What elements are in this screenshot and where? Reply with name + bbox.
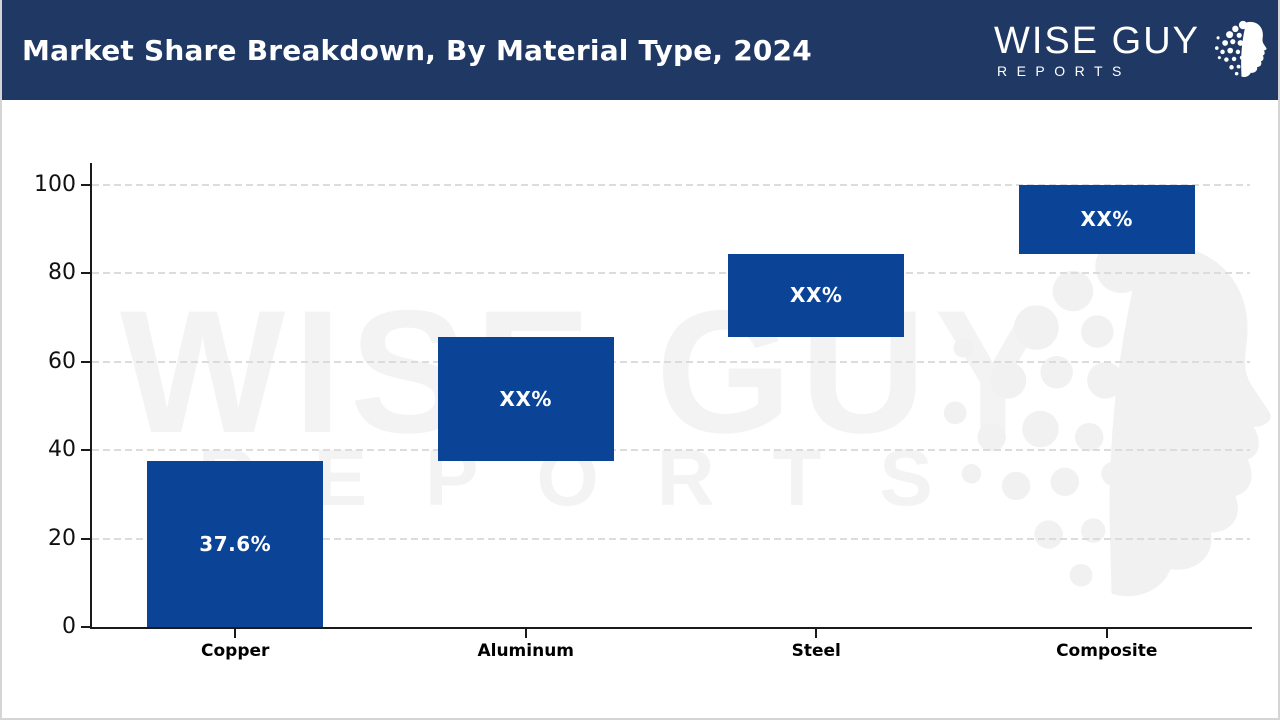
logo-wordmark: WISE GUY bbox=[993, 19, 1200, 62]
bar-steel: XX% bbox=[728, 253, 905, 338]
logo: WISE GUY REPORTS bbox=[994, 11, 1278, 89]
plot-area: 0 20 40 60 80 100 37.6% Copper XX% Aluminum XX% Ste… bbox=[34, 163, 1252, 661]
logo-head-icon bbox=[1215, 20, 1267, 77]
y-axis-tick bbox=[81, 360, 90, 363]
x-axis-tick bbox=[234, 629, 237, 638]
x-axis-category-label: Composite bbox=[1056, 641, 1158, 661]
x-axis-tick bbox=[1105, 629, 1108, 638]
y-axis-tick bbox=[81, 449, 90, 452]
y-axis-tick bbox=[81, 537, 90, 540]
bar-composite: XX% bbox=[1018, 185, 1195, 254]
y-axis-tick-label: 20 bbox=[48, 525, 76, 551]
x-axis-category-label: Copper bbox=[201, 641, 270, 661]
y-axis-tick bbox=[81, 272, 90, 275]
logo-subtext: REPORTS bbox=[996, 62, 1131, 79]
x-axis-category-label: Aluminum bbox=[477, 641, 575, 661]
gridline-20 bbox=[92, 537, 1250, 540]
header: Market Share Breakdown, By Material Type… bbox=[2, 0, 1278, 100]
y-axis-tick-label: 0 bbox=[62, 614, 76, 639]
y-axis-tick-label: 80 bbox=[48, 260, 76, 286]
bar-value-label: XX% bbox=[790, 283, 843, 308]
gridline-60 bbox=[92, 360, 1250, 363]
logo-text: WISE GUY REPORTS bbox=[994, 22, 1200, 79]
y-axis-tick-label: 100 bbox=[34, 172, 76, 197]
gridline-100 bbox=[92, 184, 1250, 186]
bar-aluminum: XX% bbox=[437, 337, 614, 461]
gridline-40 bbox=[92, 449, 1250, 452]
page-title: Market Share Breakdown, By Material Type… bbox=[22, 33, 812, 67]
bar-value-label: XX% bbox=[1080, 207, 1133, 232]
y-axis-tick bbox=[81, 184, 90, 186]
bar-value-label: 37.6% bbox=[199, 531, 272, 556]
x-axis-category-label: Steel bbox=[791, 641, 841, 661]
y-axis-tick-label: 60 bbox=[48, 348, 76, 374]
x-axis-line bbox=[90, 627, 1252, 629]
y-axis-tick bbox=[81, 626, 90, 628]
gridline-80 bbox=[92, 272, 1250, 275]
x-axis-tick bbox=[524, 629, 527, 638]
x-axis-tick bbox=[815, 629, 818, 638]
bar-copper: 37.6% bbox=[147, 460, 324, 627]
bar-value-label: XX% bbox=[499, 387, 552, 412]
y-axis-line bbox=[90, 163, 92, 629]
y-axis-tick-label: 40 bbox=[48, 437, 76, 463]
